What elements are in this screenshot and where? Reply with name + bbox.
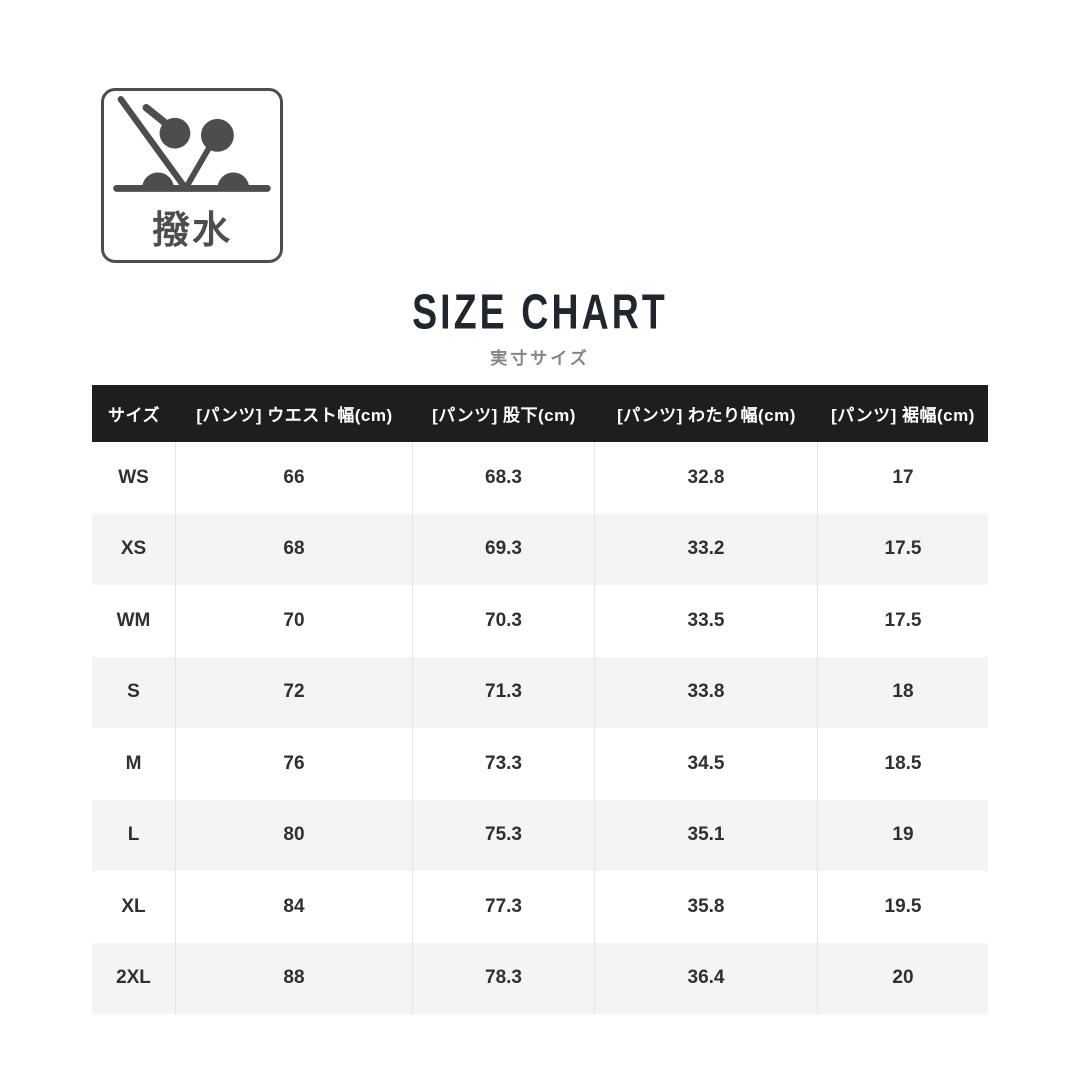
column-header-waist: [パンツ] ウエスト幅(cm) (196, 406, 393, 425)
column-header-inseam: [パンツ] 股下(cm) (432, 406, 576, 425)
water-repellent-icon (113, 96, 271, 192)
water-repellent-label: 撥水 (151, 210, 232, 252)
inseam-value: 73.3 (413, 728, 595, 800)
water-repellent-badge: 撥水 (101, 88, 283, 263)
waist-value: 84 (176, 871, 413, 943)
column-header-thigh: [パンツ] わたり幅(cm) (617, 406, 796, 425)
hem-value: 18.5 (884, 752, 922, 774)
hem-value: 19 (892, 824, 914, 846)
waist-value: 70 (176, 585, 413, 657)
hem-value: 17 (892, 466, 914, 488)
size-label: WS (92, 442, 176, 514)
waist-value: 76 (176, 728, 413, 800)
thigh-value: 32.8 (595, 442, 818, 514)
hem-value: 18 (892, 681, 914, 703)
table-row-xs: XS 68 69.3 33.2 17.5 (92, 513, 988, 585)
thigh-value: 35.8 (595, 871, 818, 943)
size-label: M (92, 728, 176, 800)
thigh-value: 35.1 (595, 799, 818, 871)
thigh-value: 33.8 (595, 656, 818, 728)
table-row-s: S 72 71.3 33.8 18 (92, 656, 988, 728)
thigh-value: 34.5 (595, 728, 818, 800)
size-table-body: WS 66 68.3 32.8 17 XS 68 69.3 33.2 17.5 … (92, 442, 988, 1014)
waist-value: 68 (176, 513, 413, 585)
size-label: XL (92, 871, 176, 943)
inseam-value: 69.3 (413, 513, 595, 585)
size-table-header: サイズ [パンツ] ウエスト幅(cm) [パンツ] 股下(cm) [パンツ] わ… (92, 385, 988, 442)
inseam-value: 68.3 (413, 442, 595, 514)
hem-value: 19.5 (884, 895, 922, 917)
hem-value: 20 (892, 967, 914, 989)
size-label: WM (92, 585, 176, 657)
waist-value: 66 (176, 442, 413, 514)
size-table: サイズ [パンツ] ウエスト幅(cm) [パンツ] 股下(cm) [パンツ] わ… (92, 385, 988, 1014)
waist-value: 72 (176, 656, 413, 728)
hem-value: 17.5 (884, 609, 922, 631)
column-header-size: サイズ (108, 406, 160, 425)
table-row-ws: WS 66 68.3 32.8 17 (92, 442, 988, 514)
waist-value: 80 (176, 799, 413, 871)
inseam-value: 77.3 (413, 871, 595, 943)
size-label: 2XL (92, 942, 176, 1014)
size-label: L (92, 799, 176, 871)
size-label: S (92, 656, 176, 728)
thigh-value: 33.2 (595, 513, 818, 585)
page-subtitle: 実寸サイズ (490, 349, 590, 368)
inseam-value: 70.3 (413, 585, 595, 657)
page-title: SIZE CHART (412, 285, 668, 340)
size-label: XS (92, 513, 176, 585)
column-header-hem: [パンツ] 裾幅(cm) (831, 406, 975, 425)
hem-value: 17.5 (884, 538, 922, 560)
table-row-wm: WM 70 70.3 33.5 17.5 (92, 585, 988, 657)
thigh-value: 36.4 (595, 942, 818, 1014)
inseam-value: 71.3 (413, 656, 595, 728)
table-row-l: L 80 75.3 35.1 19 (92, 799, 988, 871)
waist-value: 88 (176, 942, 413, 1014)
table-row-m: M 76 73.3 34.5 18.5 (92, 728, 988, 800)
table-row-2xl: 2XL 88 78.3 36.4 20 (92, 942, 988, 1014)
inseam-value: 75.3 (413, 799, 595, 871)
inseam-value: 78.3 (413, 942, 595, 1014)
table-row-xl: XL 84 77.3 35.8 19.5 (92, 871, 988, 943)
thigh-value: 33.5 (595, 585, 818, 657)
